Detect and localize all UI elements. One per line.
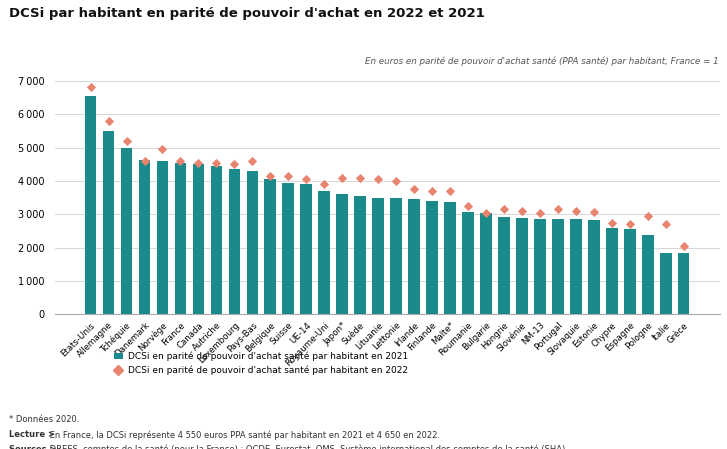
Bar	[409, 199, 420, 314]
Bar	[642, 235, 654, 314]
Point	[174, 157, 186, 164]
Point	[246, 157, 258, 164]
Legend: DCSi en parité de pouvoir d'achat santé par habitant en 2021, DCSi en parité de : DCSi en parité de pouvoir d'achat santé …	[113, 352, 408, 375]
Bar	[390, 198, 402, 314]
Point	[516, 207, 528, 215]
Point	[409, 185, 420, 193]
Point	[498, 206, 510, 213]
Point	[265, 172, 276, 180]
Point	[480, 209, 491, 216]
Point	[372, 176, 384, 183]
Bar	[265, 179, 276, 314]
Bar	[121, 148, 132, 314]
Point	[157, 145, 169, 153]
Bar	[174, 163, 186, 314]
Bar	[193, 164, 204, 314]
Point	[534, 209, 546, 216]
Bar	[444, 202, 456, 314]
Bar	[318, 191, 330, 314]
Bar	[516, 218, 528, 314]
Bar	[606, 228, 618, 314]
Point	[354, 174, 366, 181]
Text: Lecture >: Lecture >	[9, 430, 55, 439]
Bar	[372, 198, 384, 314]
Point	[642, 212, 654, 220]
Bar	[156, 161, 169, 314]
Point	[85, 84, 97, 91]
Point	[139, 157, 150, 164]
Bar	[228, 169, 240, 314]
Bar	[660, 253, 672, 314]
Bar	[534, 219, 546, 314]
Bar	[300, 184, 312, 314]
Text: DREES, comptes de la santé (pour la France) ; OCDE, Eurostat, OMS, Système inter: DREES, comptes de la santé (pour la Fran…	[47, 445, 567, 449]
Bar	[624, 229, 635, 314]
Text: * Données 2020.: * Données 2020.	[9, 415, 79, 424]
Text: En France, la DCSi représente 4 550 euros PPA santé par habitant en 2021 et 4 65: En France, la DCSi représente 4 550 euro…	[47, 430, 440, 440]
Bar	[211, 166, 222, 314]
Point	[300, 176, 312, 183]
Point	[570, 207, 582, 215]
Bar	[283, 183, 294, 314]
Bar	[552, 219, 563, 314]
Bar	[246, 171, 258, 314]
Point	[426, 187, 438, 194]
Point	[228, 160, 240, 167]
Point	[624, 220, 635, 227]
Text: En euros en parité de pouvoir d'achat santé (PPA santé) par habitant, France = 1: En euros en parité de pouvoir d'achat sa…	[364, 56, 718, 66]
Text: Sources >: Sources >	[9, 445, 56, 449]
Bar	[354, 196, 366, 314]
Point	[337, 174, 348, 181]
Point	[462, 202, 474, 210]
Bar	[498, 217, 510, 314]
Text: DCSi par habitant en parité de pouvoir d'achat en 2022 et 2021: DCSi par habitant en parité de pouvoir d…	[9, 7, 484, 20]
Point	[283, 172, 294, 180]
Bar	[426, 201, 438, 314]
Point	[588, 208, 600, 215]
Bar	[480, 213, 491, 314]
Bar	[570, 219, 582, 314]
Point	[103, 117, 114, 124]
Point	[552, 206, 563, 213]
Point	[193, 159, 204, 166]
Point	[211, 159, 222, 166]
Point	[318, 180, 330, 188]
Bar	[337, 194, 348, 314]
Point	[678, 242, 689, 250]
Bar	[678, 253, 689, 314]
Point	[121, 137, 132, 145]
Bar	[103, 131, 114, 314]
Bar	[462, 212, 474, 314]
Point	[660, 220, 672, 228]
Bar	[85, 96, 97, 314]
Bar	[588, 220, 600, 314]
Point	[390, 177, 402, 185]
Point	[606, 219, 617, 226]
Bar	[139, 160, 150, 314]
Point	[444, 187, 456, 194]
